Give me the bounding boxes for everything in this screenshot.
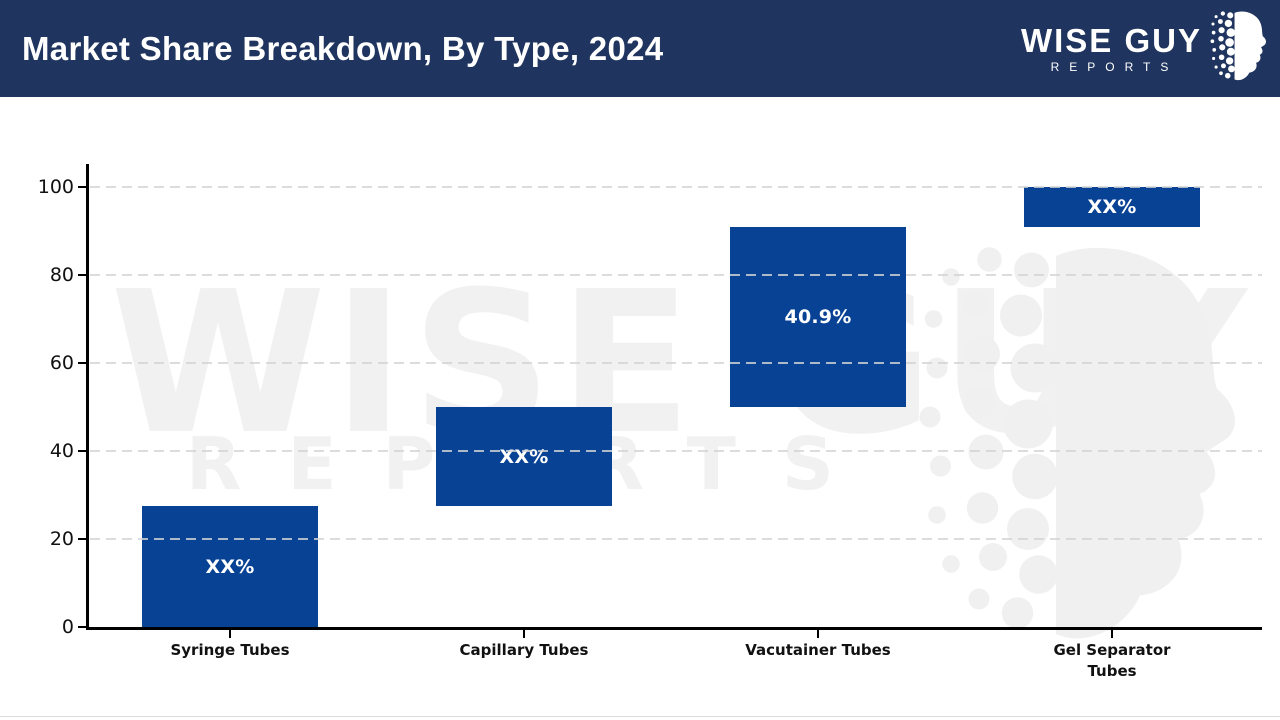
- y-tick-label: 20: [49, 528, 74, 550]
- bar-3: 40.9%: [730, 227, 906, 407]
- y-tick-label: 100: [37, 176, 74, 198]
- logo-subtitle: REPORTS: [1050, 59, 1179, 74]
- gridline: [90, 538, 1262, 540]
- x-tick-mark: [817, 630, 819, 638]
- gridline: [90, 362, 1262, 364]
- bar-value-label: 40.9%: [784, 306, 852, 328]
- logo-wordmark: WISE GUY: [1020, 21, 1202, 59]
- bar-4: XX%: [1024, 187, 1200, 228]
- y-tick-mark: [78, 274, 86, 276]
- y-tick-mark: [78, 626, 86, 628]
- bottom-divider: [0, 716, 1280, 717]
- category-label: Capillary Tubes: [459, 641, 589, 659]
- x-tick-mark: [523, 630, 525, 638]
- y-axis-line: [86, 164, 89, 630]
- x-axis-line: [86, 627, 1262, 630]
- category-label: Syringe Tubes: [170, 641, 290, 659]
- gridline: [90, 450, 1262, 452]
- x-tick-mark: [229, 630, 231, 638]
- y-tick-label: 80: [49, 264, 74, 286]
- bar-1: XX%: [142, 506, 318, 627]
- y-tick-label: 0: [61, 616, 74, 638]
- brand-logo: WISE GUY REPORTS: [1021, 8, 1268, 88]
- y-tick-mark: [78, 362, 86, 364]
- gridline: [90, 274, 1262, 276]
- page-title: Market Share Breakdown, By Type, 2024: [22, 29, 664, 67]
- y-tick-mark: [78, 450, 86, 452]
- face-logo-icon: [1210, 11, 1267, 81]
- gridline: [90, 186, 1262, 188]
- bar-value-label: XX%: [1087, 196, 1137, 219]
- y-tick-mark: [78, 186, 86, 188]
- x-tick-mark: [1111, 630, 1113, 638]
- header-banner: Market Share Breakdown, By Type, 2024 WI…: [0, 0, 1280, 97]
- category-label: Vacutainer Tubes: [745, 641, 891, 659]
- bar-value-label: XX%: [205, 555, 255, 578]
- y-tick-label: 60: [49, 352, 74, 374]
- bar-2: XX%: [436, 407, 612, 506]
- bar-value-label: XX%: [499, 445, 549, 468]
- y-tick-label: 40: [49, 440, 74, 462]
- y-tick-mark: [78, 538, 86, 540]
- category-label: Gel Separator Tubes: [1053, 641, 1171, 680]
